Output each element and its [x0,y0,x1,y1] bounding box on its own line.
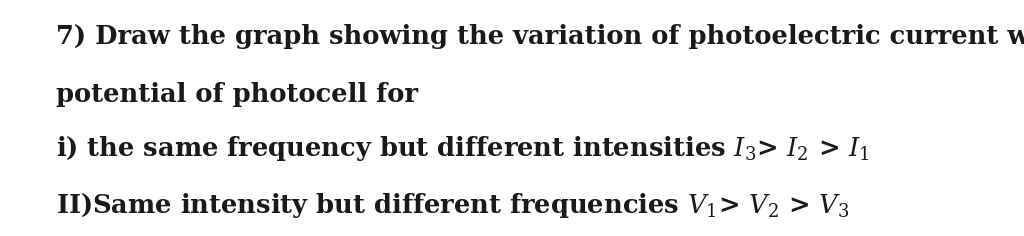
Text: i) the same frequency but different intensities $I_3$> $I_2$ > $I_1$: i) the same frequency but different inte… [56,134,870,163]
Text: 7) Draw the graph showing the variation of photoelectric current with anode: 7) Draw the graph showing the variation … [56,24,1024,49]
Text: potential of photocell for: potential of photocell for [56,82,419,107]
Text: II)Same intensity but different frequencies $V_1$> $V_2$ > $V_3$: II)Same intensity but different frequenc… [56,191,850,220]
